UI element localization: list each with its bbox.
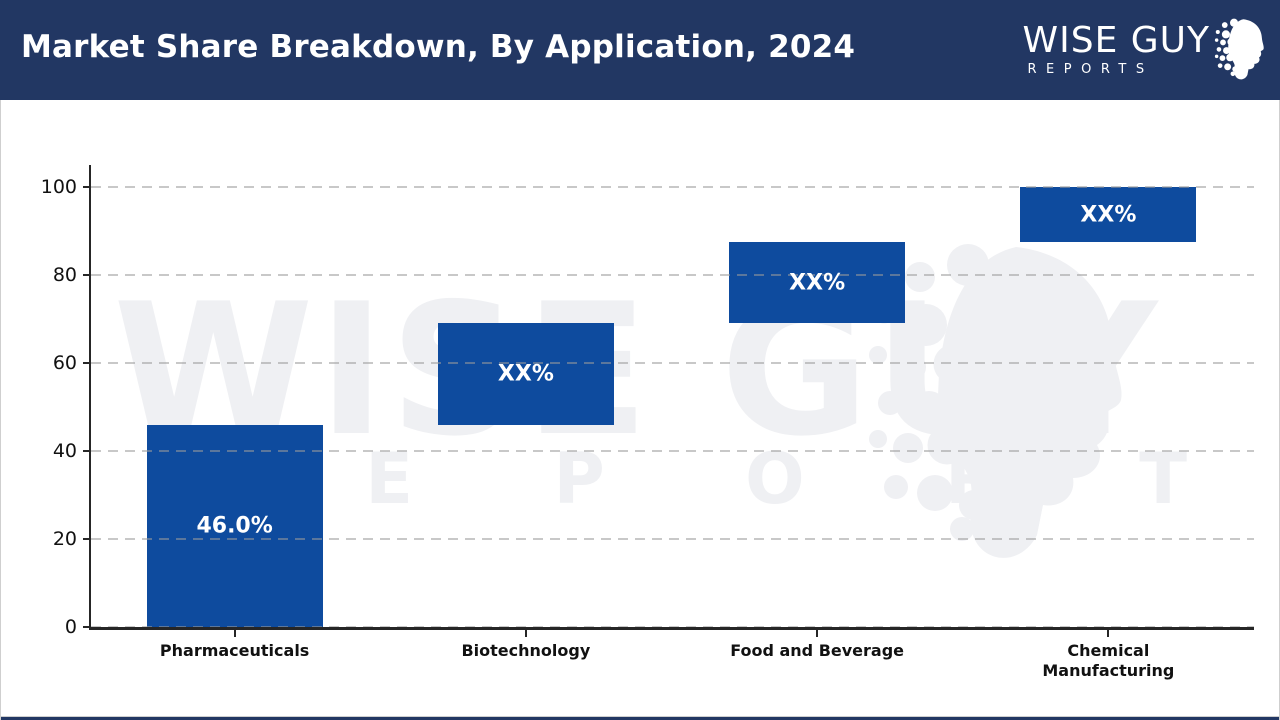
x-axis-tick-3 (1107, 630, 1110, 637)
y-axis-tick-80 (83, 274, 90, 276)
x-axis-tick-2 (816, 630, 819, 637)
gridline-60 (91, 362, 1254, 364)
bar-value-label: XX% (497, 361, 554, 387)
footer-strip (1, 716, 1279, 720)
bar-value-label: 46.0% (196, 513, 273, 539)
y-axis-label-60: 60 (52, 352, 77, 374)
page-title: Market Share Breakdown, By Application, … (21, 29, 856, 65)
logo-brand-subtitle: REPORTS (1027, 62, 1154, 77)
x-axis-label-2: Food and Beverage (730, 641, 905, 660)
x-axis-label-0: Pharmaceuticals (159, 641, 310, 660)
bar-pharmaceuticals (146, 424, 323, 627)
logo-head-icon (1214, 18, 1264, 80)
y-axis-label-0: 0 (64, 616, 77, 638)
wise-guy-logo: WISE GUY REPORTS (1023, 13, 1271, 87)
gridline-40 (91, 450, 1254, 452)
y-axis-label-100: 100 (40, 176, 77, 198)
bar-chemical-manufacturing (1020, 187, 1197, 242)
watermark-text-line2: R E P O R T S (171, 438, 1279, 520)
x-axis-tick-0 (233, 630, 236, 637)
y-axis-tick-60 (83, 362, 90, 364)
y-axis-tick-20 (83, 538, 90, 540)
x-axis-label-3: Chemical Manufacturing (1042, 641, 1175, 680)
gridline-100 (91, 186, 1254, 188)
x-axis-label-1: Biotechnology (461, 641, 591, 660)
y-axis-tick-100 (83, 186, 90, 188)
x-axis-spine (89, 627, 1254, 630)
gridline-80 (91, 274, 1254, 276)
bar-value-label: XX% (789, 270, 846, 296)
chart-area: WISE GUY R E P O R T S 02040608010046.0%… (0, 100, 1280, 720)
gridline-20 (91, 538, 1254, 540)
logo-brand-name: WISE GUY (1022, 20, 1210, 61)
y-axis-tick-0 (83, 626, 90, 628)
header: Market Share Breakdown, By Application, … (0, 0, 1280, 100)
y-axis-spine (89, 165, 91, 629)
bar-value-label: XX% (1080, 202, 1137, 227)
y-axis-label-20: 20 (52, 528, 77, 550)
y-axis-tick-40 (83, 450, 90, 452)
bar-biotechnology (437, 323, 614, 425)
y-axis-label-80: 80 (52, 264, 77, 286)
x-axis-tick-1 (524, 630, 527, 637)
logo-text: WISE GUY REPORTS (1022, 20, 1211, 78)
y-axis-label-40: 40 (52, 440, 77, 462)
